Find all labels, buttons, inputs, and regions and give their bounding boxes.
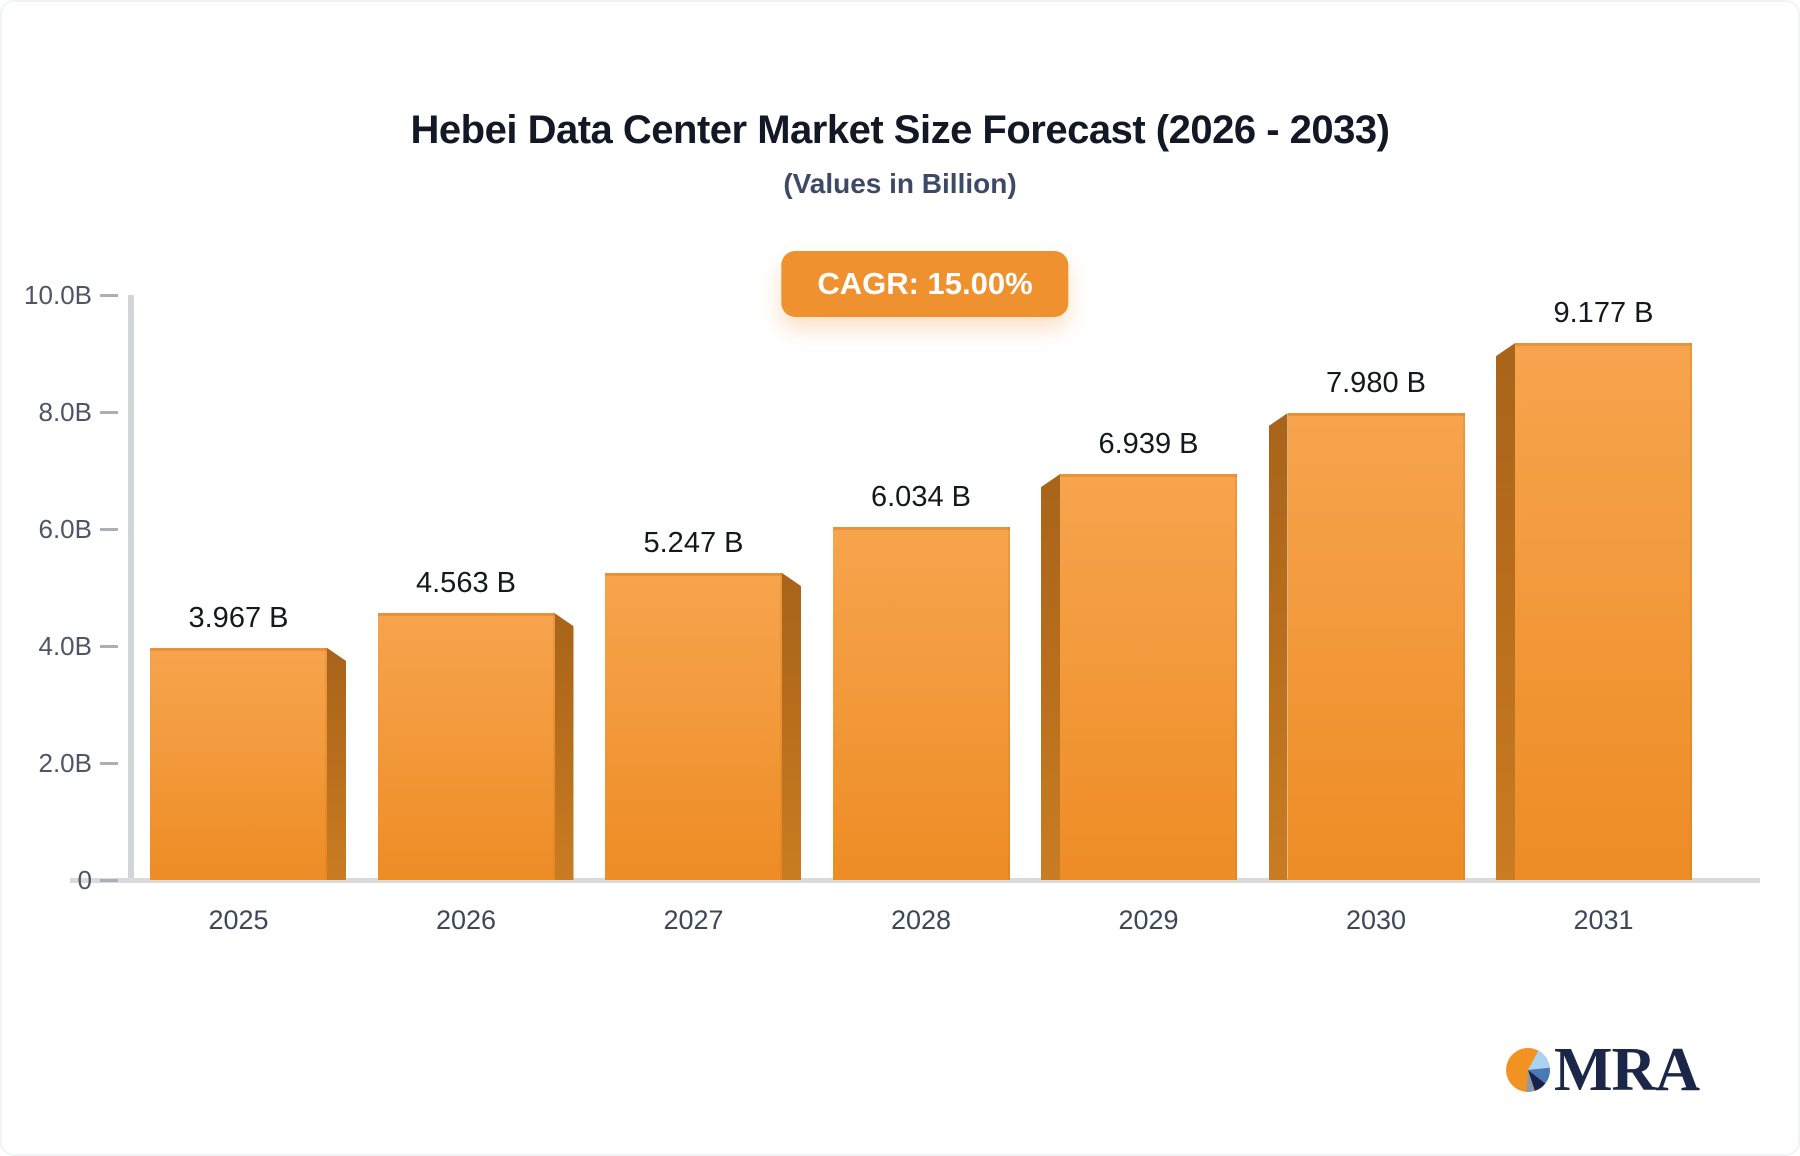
y-tick-mark [100,294,118,297]
x-axis-label: 2025 [208,905,269,935]
bar-2030 [1287,413,1465,880]
bar-2029 [1060,474,1237,880]
y-tick-label: 10.0B [24,280,92,310]
bar-3d-side [554,613,574,880]
bar-2031 [1515,343,1692,880]
x-axis-label: 2026 [435,905,497,935]
bar-value-label: 7.980 B [1326,367,1426,400]
chart-subtitle: (Values in Billion) [783,168,1017,199]
x-axis-label: 2029 [1118,905,1179,935]
x-axis-label: 2030 [1345,905,1407,935]
y-tick-label: 6.0B [38,514,93,544]
cagr-badge: CAGR: 15.00% [781,251,1069,317]
x-axis-label: 2028 [890,905,952,935]
logo-wordmark: MRA [1554,1036,1700,1104]
y-tick-label: 0 [77,865,92,895]
y-tick-mark [100,528,118,531]
y-tick-label: 2.0B [38,748,93,778]
bar-value-label: 6.939 B [1098,428,1199,461]
x-axis-label: 2027 [663,905,724,935]
chart-title: Hebei Data Center Market Size Forecast (… [410,108,1390,152]
bar-value-label: 6.034 B [871,481,971,513]
bar-3d-side [327,647,346,880]
y-tick-label: 4.0B [38,631,93,661]
bar-3d-side [1041,474,1060,880]
pie-chart-icon [1506,1048,1550,1092]
y-tick-mark [100,411,118,414]
bar-2026 [377,613,555,880]
x-axis-baseline [70,878,1760,883]
bar-3d-side [1496,343,1515,880]
bar-2028 [832,527,1010,880]
bar-value-label: 3.967 B [188,601,289,634]
y-axis-line [128,295,134,880]
bar-value-label: 5.247 B [643,527,744,560]
bar-3d-side [782,573,801,880]
brand-logo: MRA [1505,1036,1700,1104]
bar-value-label: 4.563 B [416,567,516,600]
bar-2027 [605,573,782,880]
y-tick-mark [100,762,118,765]
bar-3d-side [1268,413,1288,880]
y-tick-mark [100,645,118,648]
bar-value-label: 9.177 B [1553,297,1654,330]
y-tick-label: 8.0B [38,397,93,427]
y-tick-mark [100,879,118,882]
bar-2025 [150,647,327,880]
x-axis-label: 2031 [1573,905,1634,935]
